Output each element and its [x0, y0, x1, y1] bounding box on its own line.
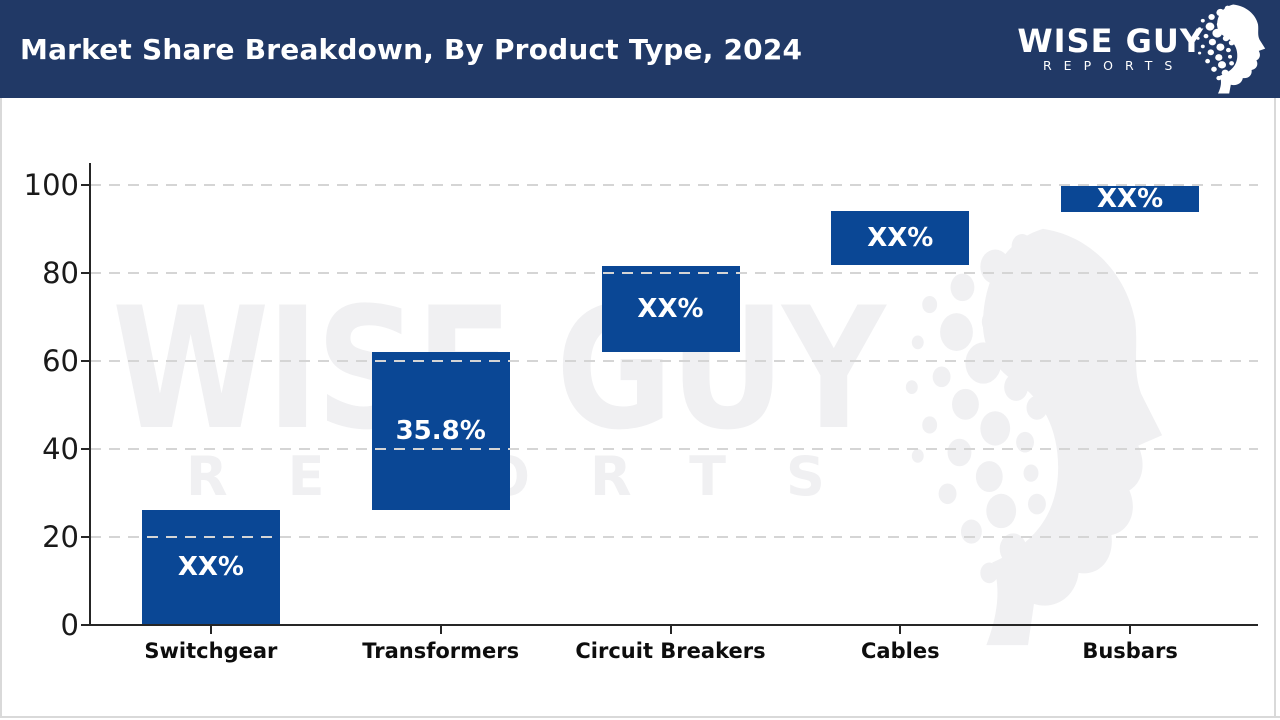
y-axis-tick-label: 80: [42, 256, 79, 290]
category-label: Cables: [861, 639, 940, 663]
frame-border-bottom: [0, 716, 1280, 718]
y-axis-tick-label: 60: [42, 344, 79, 378]
logo-subtext: REPORTS: [1043, 58, 1185, 74]
category-label: Busbars: [1082, 639, 1178, 663]
frame-border-left: [0, 98, 2, 718]
bar-value-label: XX%: [1097, 183, 1164, 214]
page-title: Market Share Breakdown, By Product Type,…: [20, 32, 803, 66]
category-label: Circuit Breakers: [575, 639, 766, 663]
gridline-60: [90, 360, 1258, 362]
wiseguy-logo: WISE GUY REPORTS: [1017, 3, 1270, 95]
gridline-40: [90, 448, 1258, 450]
header-bar: Market Share Breakdown, By Product Type,…: [0, 0, 1280, 98]
y-axis-tick: [81, 448, 89, 450]
y-axis-tick-label: 0: [60, 608, 79, 642]
bar-transformers: 35.8%: [371, 352, 510, 510]
y-axis-tick: [81, 536, 89, 538]
bar-busbars: XX%: [1061, 183, 1200, 214]
y-axis-tick: [81, 184, 89, 186]
y-axis-tick: [81, 360, 89, 362]
bar-value-label: XX%: [177, 552, 244, 583]
bar-cables: XX%: [831, 210, 970, 266]
gridline-80: [90, 272, 1258, 274]
y-axis-tick-label: 100: [23, 168, 79, 202]
bar-value-label: XX%: [637, 293, 704, 324]
x-axis-line: [89, 624, 1258, 626]
bar-circuit-breakers: XX%: [601, 265, 740, 353]
x-axis-tick: [1129, 626, 1132, 634]
category-label: Transformers: [362, 639, 520, 663]
x-axis-tick: [209, 626, 212, 634]
y-axis-tick: [81, 624, 89, 626]
frame-border-right: [1274, 98, 1276, 718]
category-label: Switchgear: [144, 639, 278, 663]
bar-value-label: XX%: [867, 223, 934, 253]
gridline-100: [90, 184, 1258, 186]
x-axis-tick: [439, 626, 442, 634]
watermark-subtext: REPORTS: [186, 445, 885, 508]
bar-switchgear: XX%: [141, 509, 280, 625]
y-axis-tick: [81, 272, 89, 274]
logo-text: WISE GUY REPORTS: [1017, 25, 1204, 73]
bar-value-label: 35.8%: [395, 415, 486, 446]
y-axis-tick-label: 20: [42, 520, 79, 554]
watermark-head-icon: [882, 222, 1180, 652]
logo-wordmark: WISE GUY: [1017, 22, 1204, 61]
gridline-20: [90, 536, 1258, 538]
x-axis-tick: [669, 626, 672, 634]
y-axis-line: [89, 163, 91, 626]
x-axis-tick: [899, 626, 902, 634]
y-axis-tick-label: 40: [42, 432, 79, 466]
